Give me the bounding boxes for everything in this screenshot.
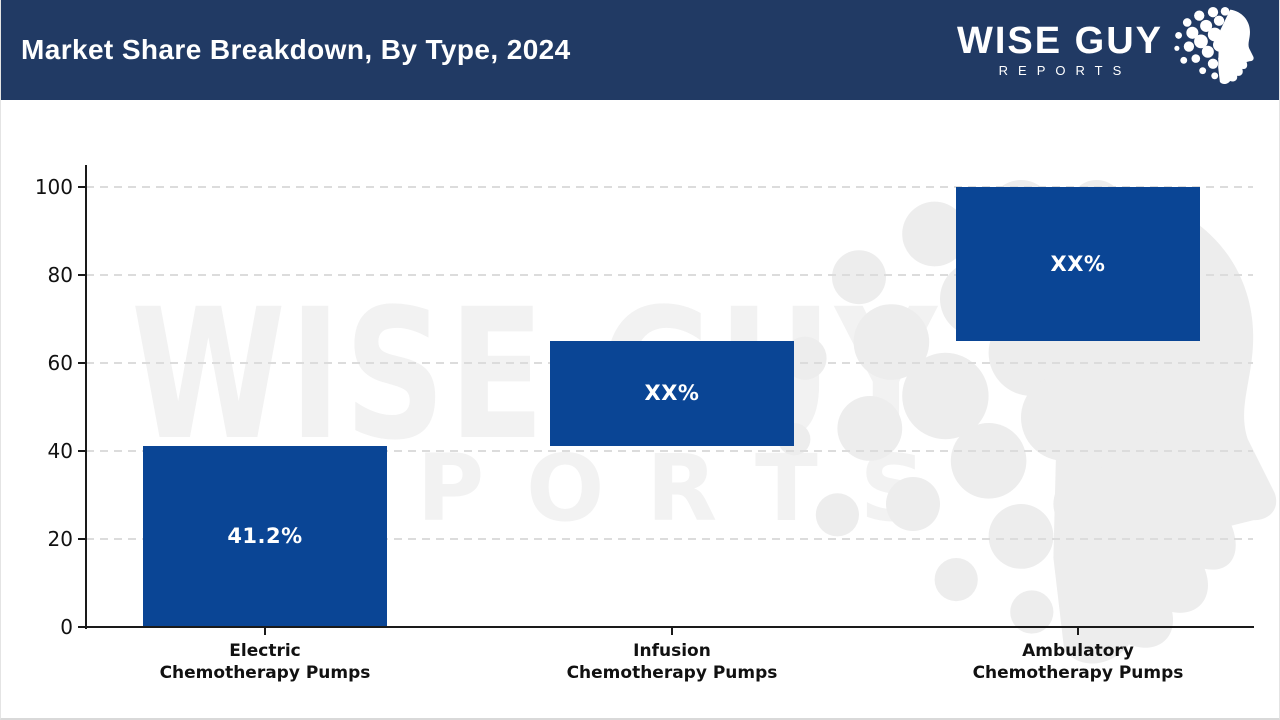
- logo-text: WISE GUY REPORTS: [957, 22, 1163, 78]
- y-tick-mark: [78, 626, 85, 628]
- y-tick-mark: [78, 274, 85, 276]
- header-bar: Market Share Breakdown, By Type, 2024 WI…: [1, 0, 1279, 100]
- bar-value-label: XX%: [644, 381, 700, 406]
- bar-segment: XX%: [550, 341, 794, 446]
- x-category-label: Ambulatory Chemotherapy Pumps: [918, 640, 1238, 684]
- y-tick-mark: [78, 450, 85, 452]
- x-tick-mark: [264, 628, 266, 635]
- y-tick-mark: [78, 186, 85, 188]
- x-category-label-line: Infusion: [633, 641, 711, 661]
- x-category-label-line: Electric: [229, 641, 301, 661]
- y-tick-label: 0: [60, 615, 73, 639]
- x-category-label-line: Chemotherapy Pumps: [972, 663, 1184, 683]
- logo-wordmark: WISE GUY: [956, 20, 1163, 62]
- gridline: [86, 450, 1253, 452]
- x-category-label-line: Chemotherapy Pumps: [159, 663, 371, 683]
- x-category-label: Electric Chemotherapy Pumps: [105, 640, 425, 684]
- y-tick-mark: [78, 362, 85, 364]
- bar-segment: 41.2%: [143, 445, 387, 627]
- gridline: [86, 274, 1253, 276]
- gridline: [86, 186, 1253, 188]
- y-tick-label: 80: [47, 263, 73, 287]
- y-tick-label: 40: [47, 439, 73, 463]
- y-tick-label: 60: [47, 351, 73, 375]
- bar-segment: XX%: [956, 187, 1200, 341]
- logo-subtitle: REPORTS: [998, 63, 1132, 78]
- bar-value-label: 41.2%: [227, 524, 303, 549]
- x-axis-line: [85, 626, 1254, 628]
- x-tick-mark: [671, 628, 673, 635]
- x-category-label: Infusion Chemotherapy Pumps: [512, 640, 832, 684]
- y-tick-label: 20: [47, 527, 73, 551]
- x-category-label-line: Chemotherapy Pumps: [566, 663, 778, 683]
- y-tick-mark: [78, 538, 85, 540]
- gridline: [86, 538, 1253, 540]
- x-tick-mark: [1077, 628, 1079, 635]
- x-category-label-line: Ambulatory: [1022, 641, 1134, 661]
- bar-value-label: XX%: [1050, 252, 1106, 276]
- y-tick-label: 100: [34, 175, 73, 199]
- y-axis-line: [85, 165, 87, 629]
- page-title: Market Share Breakdown, By Type, 2024: [21, 34, 571, 65]
- dotted-face-profile-icon: [1167, 7, 1259, 93]
- wise-guy-reports-logo: WISE GUY REPORTS: [957, 7, 1259, 93]
